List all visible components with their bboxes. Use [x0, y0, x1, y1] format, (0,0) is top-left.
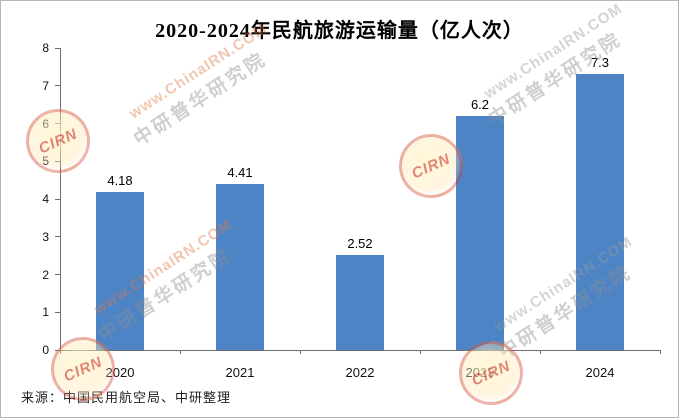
y-tick-mark: [55, 311, 60, 313]
bar-2021: [216, 183, 264, 350]
x-axis-label-2023: 2023: [465, 365, 495, 380]
y-tick-label: 5: [42, 154, 49, 169]
y-tick-mark: [55, 123, 60, 124]
y-tick-mark: [55, 160, 60, 162]
y-tick-mark: [55, 47, 60, 49]
y-tick-label: 1: [42, 305, 49, 320]
bar-2020: [96, 192, 144, 350]
y-tick-mark: [55, 236, 60, 238]
plot-area: [60, 48, 661, 351]
x-axis-label-2024: 2024: [585, 365, 615, 380]
bar-2024: [576, 74, 624, 350]
x-axis-label-2020: 2020: [105, 365, 135, 380]
x-tick-mark: [180, 350, 181, 354]
y-tick-label: 6: [42, 116, 49, 131]
y-tick-label: 4: [42, 192, 49, 206]
bar-value-label: 7.3: [590, 55, 610, 71]
source-note: 来源：中国民用航空局、中研整理: [21, 390, 232, 405]
x-tick-mark: [540, 350, 541, 354]
y-tick-label: 0: [42, 343, 49, 357]
y-tick-label: 8: [42, 41, 49, 55]
x-tick-mark: [300, 350, 301, 354]
bar-value-label: 4.41: [227, 164, 253, 180]
y-tick-label: 2: [42, 267, 49, 282]
x-tick-mark: [420, 350, 421, 354]
y-tick-mark: [55, 85, 60, 87]
bar-value-label: 6.2: [470, 96, 490, 112]
x-axis-label-2021: 2021: [225, 365, 255, 380]
y-tick-mark: [55, 198, 60, 200]
bar-value-label: 2.52: [347, 235, 373, 251]
y-tick-mark: [55, 274, 60, 275]
y-tick-label: 3: [42, 229, 49, 244]
bar-2022: [336, 254, 384, 350]
chart-title: 2020-2024年民航旅游运输量（亿人次）: [155, 20, 524, 42]
y-tick-label: 7: [42, 78, 49, 93]
x-tick-mark: [60, 350, 61, 354]
bar-2023: [456, 115, 504, 350]
bar-value-label: 4.18: [107, 173, 133, 189]
x-tick-mark: [660, 350, 661, 354]
x-axis-label-2022: 2022: [345, 365, 375, 380]
